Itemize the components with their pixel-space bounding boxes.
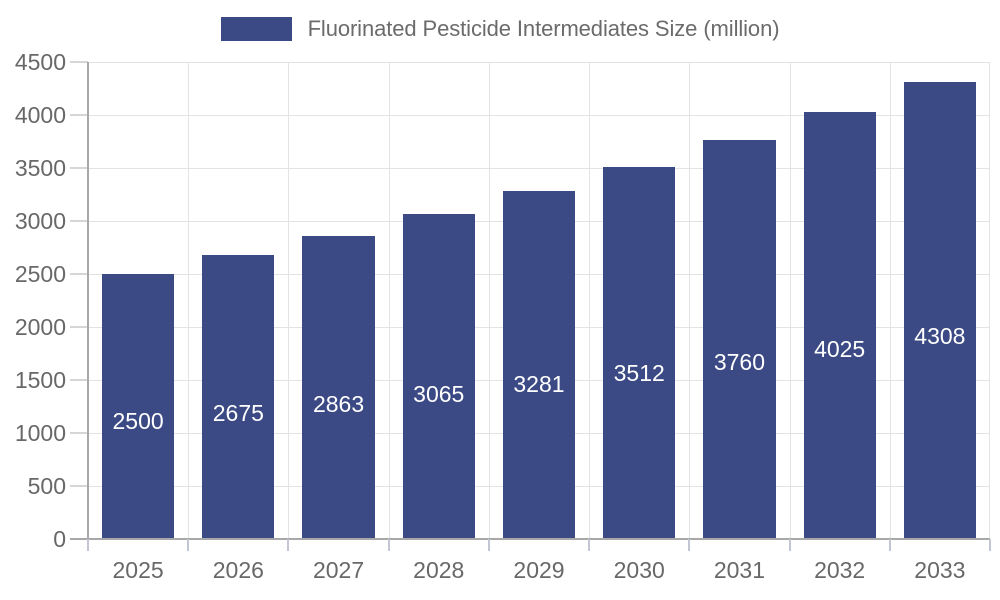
x-axis-tick-mark (789, 539, 791, 551)
y-axis-tick-label: 3500 (14, 155, 66, 181)
y-axis-tick-mark (70, 485, 88, 487)
bar-value-label: 2863 (312, 390, 365, 417)
bar-value-label: 3281 (513, 371, 565, 398)
legend-swatch-series-1 (220, 17, 292, 41)
y-axis-tick-mark (70, 167, 88, 169)
chart-legend: Fluorinated Pesticide Intermediates Size… (0, 8, 1000, 50)
x-axis-tick-mark (588, 539, 590, 551)
bar-value-label: 3065 (413, 381, 465, 408)
y-axis-tick-label: 2000 (14, 314, 66, 340)
x-axis-tick-label: 2028 (413, 557, 465, 583)
x-axis-tick-mark (889, 539, 891, 551)
y-axis-tick-mark (70, 61, 88, 63)
y-axis-tick-mark (70, 379, 88, 381)
bar-value-label: 2675 (212, 399, 264, 426)
gridline-vertical (890, 62, 891, 539)
bar-value-label: 4025 (814, 336, 866, 363)
bar-value-label: 3760 (713, 348, 766, 375)
y-axis-tick-label: 1000 (14, 420, 66, 446)
bar[interactable]: 3760 (703, 140, 776, 539)
gridline-horizontal (88, 168, 990, 169)
bar[interactable]: 3065 (402, 214, 475, 539)
x-axis-tick-mark (287, 539, 289, 551)
x-axis-tick-label: 2027 (312, 557, 365, 583)
bar[interactable]: 4308 (903, 82, 976, 539)
y-axis: 0 500 1000 1500 2000 2500 3000 3500 4000 4500 (0, 0, 88, 600)
bar[interactable]: 2863 (302, 235, 375, 539)
x-axis: 2025 2026 2027 2028 2029 2030 2031 2032 2033 (87, 539, 991, 600)
y-axis-tick-label: 3000 (14, 208, 66, 234)
plot-area: 2500 2675 2863 3065 3281 3512 3760 4025 4308 (88, 62, 990, 540)
gridline-horizontal (88, 62, 990, 63)
bar[interactable]: 3281 (502, 191, 576, 539)
y-axis-tick-mark (70, 432, 88, 434)
gridline-vertical (589, 62, 590, 539)
x-axis-tick-label: 2029 (513, 557, 565, 583)
x-axis-tick-mark (187, 539, 189, 551)
x-axis-tick-mark (989, 539, 991, 551)
bar-value-label: 3512 (613, 360, 665, 387)
legend-label-series-1: Fluorinated Pesticide Intermediates Size… (307, 16, 780, 41)
x-axis-tick-label: 2032 (814, 557, 866, 583)
y-axis-tick-mark (70, 273, 88, 275)
y-axis-tick-label: 4500 (14, 49, 66, 75)
y-axis-tick-label: 0 (53, 526, 66, 552)
y-axis-tick-label: 2500 (14, 261, 66, 287)
y-axis-tick-label: 4000 (14, 102, 66, 128)
bar-value-label: 2500 (112, 408, 164, 435)
x-axis-tick-label: 2031 (713, 557, 766, 583)
bar[interactable]: 4025 (803, 112, 876, 539)
x-axis-line (70, 538, 990, 540)
x-axis-tick-mark (388, 539, 390, 551)
gridline-vertical (389, 62, 390, 539)
bar[interactable]: 3512 (603, 166, 676, 539)
y-axis-tick-mark (70, 114, 88, 116)
bar-value-label: 4308 (914, 322, 966, 349)
y-axis-tick-label: 500 (27, 473, 66, 499)
y-axis-tick-label: 1500 (14, 367, 66, 393)
gridline-vertical (689, 62, 690, 539)
plot-right-border (989, 62, 990, 539)
gridline-vertical (188, 62, 189, 539)
bar[interactable]: 2675 (202, 255, 275, 539)
gridline-vertical (790, 62, 791, 539)
x-axis-tick-label: 2030 (613, 557, 665, 583)
x-axis-tick-label: 2025 (112, 557, 164, 583)
gridline-horizontal (88, 115, 990, 116)
bar[interactable]: 2500 (102, 274, 175, 539)
y-axis-tick-mark (70, 220, 88, 222)
x-axis-tick-mark (87, 539, 89, 551)
y-axis-line (87, 62, 89, 540)
gridline-vertical (288, 62, 289, 539)
y-axis-tick-mark (70, 326, 88, 328)
x-axis-tick-label: 2026 (212, 557, 264, 583)
x-axis-tick-mark (688, 539, 690, 551)
x-axis-tick-mark (488, 539, 490, 551)
gridline-vertical (489, 62, 490, 539)
x-axis-tick-label: 2033 (914, 557, 966, 583)
